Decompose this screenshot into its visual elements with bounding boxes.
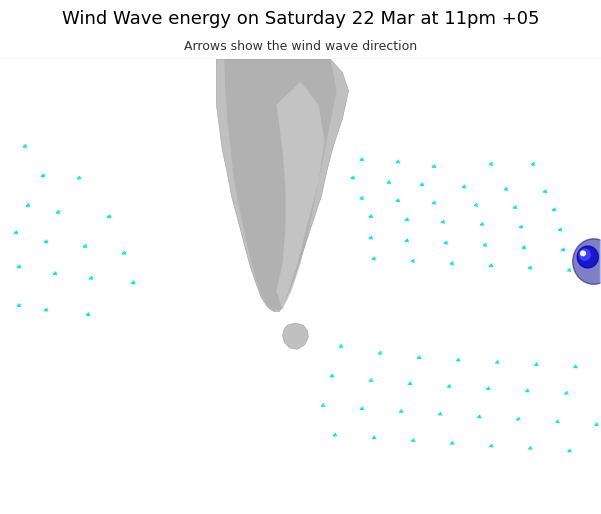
Text: Wind Wave energy on Saturday 22 Mar at 11pm +05: Wind Wave energy on Saturday 22 Mar at 1… [62,10,539,28]
Ellipse shape [581,251,585,255]
Text: Arrows show the wind wave direction: Arrows show the wind wave direction [184,40,417,52]
Ellipse shape [579,249,590,260]
Polygon shape [216,59,349,311]
Polygon shape [276,82,325,309]
Ellipse shape [573,239,601,284]
Polygon shape [282,323,308,350]
Ellipse shape [577,246,599,268]
Polygon shape [224,59,337,310]
